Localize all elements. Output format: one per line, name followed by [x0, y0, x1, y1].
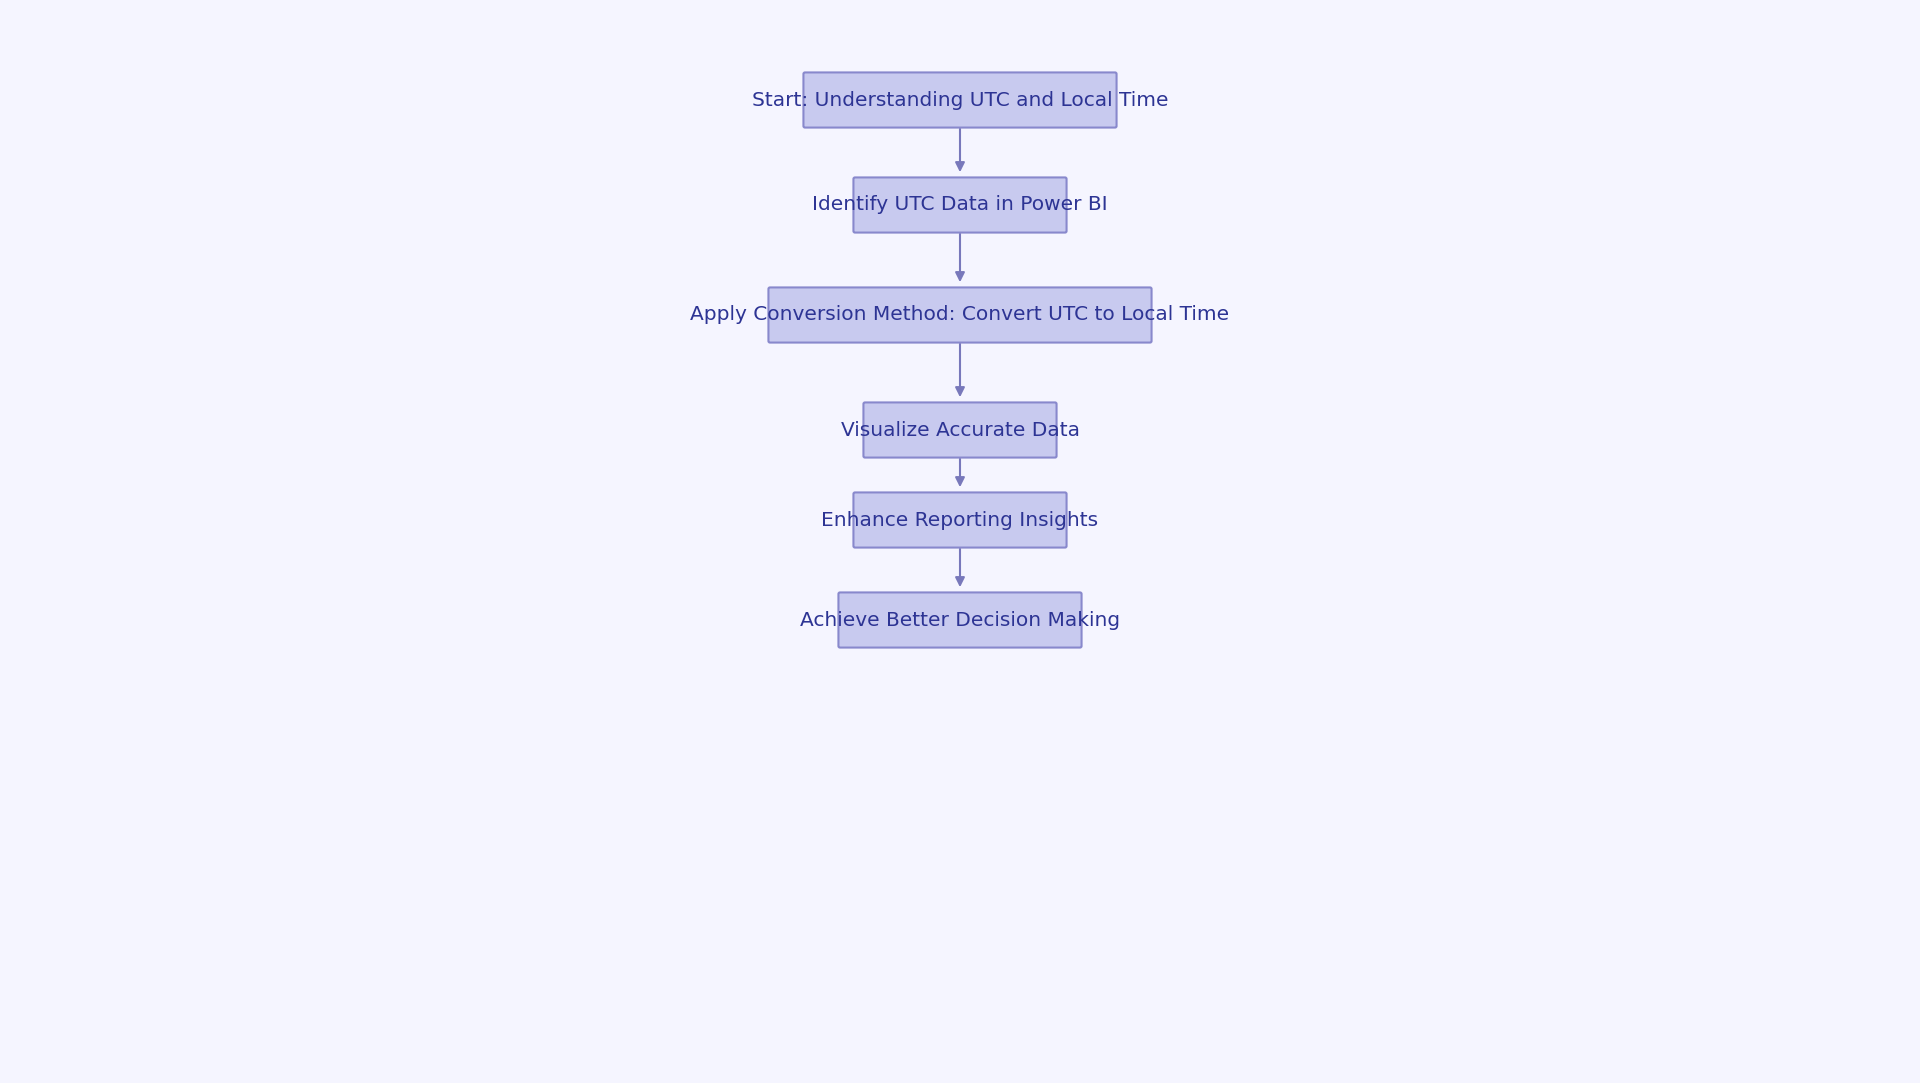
FancyBboxPatch shape	[852, 178, 1068, 233]
Text: Identify UTC Data in Power BI: Identify UTC Data in Power BI	[812, 196, 1108, 214]
FancyBboxPatch shape	[803, 73, 1117, 128]
FancyBboxPatch shape	[852, 493, 1068, 548]
Text: Achieve Better Decision Making: Achieve Better Decision Making	[801, 611, 1119, 629]
FancyBboxPatch shape	[864, 403, 1056, 457]
Text: Apply Conversion Method: Convert UTC to Local Time: Apply Conversion Method: Convert UTC to …	[691, 305, 1229, 325]
Text: Enhance Reporting Insights: Enhance Reporting Insights	[822, 510, 1098, 530]
FancyBboxPatch shape	[768, 287, 1152, 342]
Text: Visualize Accurate Data: Visualize Accurate Data	[841, 420, 1079, 440]
Text: Start: Understanding UTC and Local Time: Start: Understanding UTC and Local Time	[753, 91, 1167, 109]
FancyBboxPatch shape	[839, 592, 1081, 648]
